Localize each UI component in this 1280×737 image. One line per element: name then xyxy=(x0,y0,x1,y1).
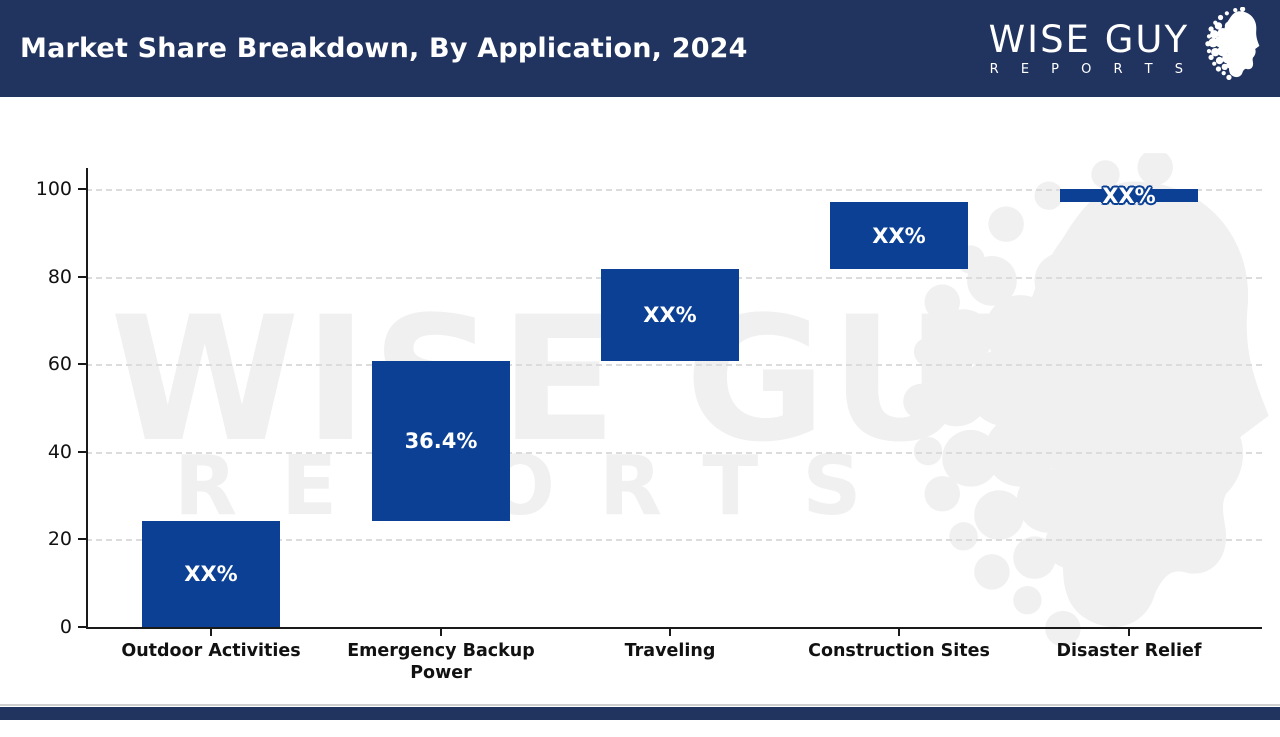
gridline-100 xyxy=(86,189,1262,191)
y-tick-100 xyxy=(78,188,86,190)
y-tick-40 xyxy=(78,450,86,453)
brand-logo-text: WISE GUY R E P O R T S xyxy=(986,21,1192,77)
gridline-20 xyxy=(86,539,1262,542)
y-tick-80 xyxy=(78,275,86,278)
bar-0 xyxy=(142,520,280,627)
bar-value-label-0: XX% xyxy=(184,561,238,586)
y-axis-line xyxy=(86,168,88,629)
y-tick-label-0: 0 xyxy=(59,616,72,638)
footer-divider xyxy=(0,704,1280,706)
x-axis-line xyxy=(86,627,1262,629)
gridline-60 xyxy=(86,364,1262,367)
x-tick-4 xyxy=(1128,629,1130,636)
brand-name: WISE GUY xyxy=(988,17,1190,61)
bar-value-label-4: XX% xyxy=(1102,183,1156,208)
bar-2 xyxy=(601,269,739,362)
brand-subname: R E P O R T S xyxy=(989,61,1192,77)
x-category-label-2: Traveling xyxy=(624,641,716,661)
y-tick-label-40: 40 xyxy=(47,440,72,463)
x-category-label-3: Construction Sites xyxy=(808,641,990,661)
page-title: Market Share Breakdown, By Application, … xyxy=(20,33,748,64)
x-tick-2 xyxy=(669,629,671,636)
y-tick-60 xyxy=(78,363,86,366)
x-category-label-4: Disaster Relief xyxy=(1056,641,1202,661)
y-tick-label-100: 100 xyxy=(35,178,72,200)
x-tick-0 xyxy=(210,629,212,636)
bar-4 xyxy=(1060,189,1198,203)
bar-1 xyxy=(372,361,510,521)
bar-3 xyxy=(830,202,968,270)
bar-value-label-2: XX% xyxy=(643,303,697,328)
y-tick-label-80: 80 xyxy=(47,265,72,288)
x-category-label-0: Outdoor Activities xyxy=(121,641,301,661)
x-tick-1 xyxy=(440,629,442,636)
footer-bar xyxy=(0,707,1280,720)
y-tick-0 xyxy=(78,626,86,628)
x-tick-3 xyxy=(898,629,900,636)
header-bar: Market Share Breakdown, By Application, … xyxy=(0,0,1280,97)
bar-value-label-1: 36.4% xyxy=(404,428,478,453)
brand-logo: WISE GUY R E P O R T S xyxy=(986,7,1280,91)
watermark-text-2: REPORTS xyxy=(174,439,906,534)
y-tick-label-20: 20 xyxy=(47,528,72,551)
y-tick-label-60: 60 xyxy=(47,353,72,376)
x-category-label-1: Emergency Backup Power xyxy=(347,641,535,683)
y-tick-20 xyxy=(78,538,86,541)
bar-value-label-3: XX% xyxy=(872,223,926,248)
chart-area: WISE GUY REPORTS 0 20 40 60 80 100 XX% Outdoor … xyxy=(0,97,1280,705)
brand-face-icon xyxy=(1194,7,1266,91)
gridline-40 xyxy=(86,451,1262,454)
